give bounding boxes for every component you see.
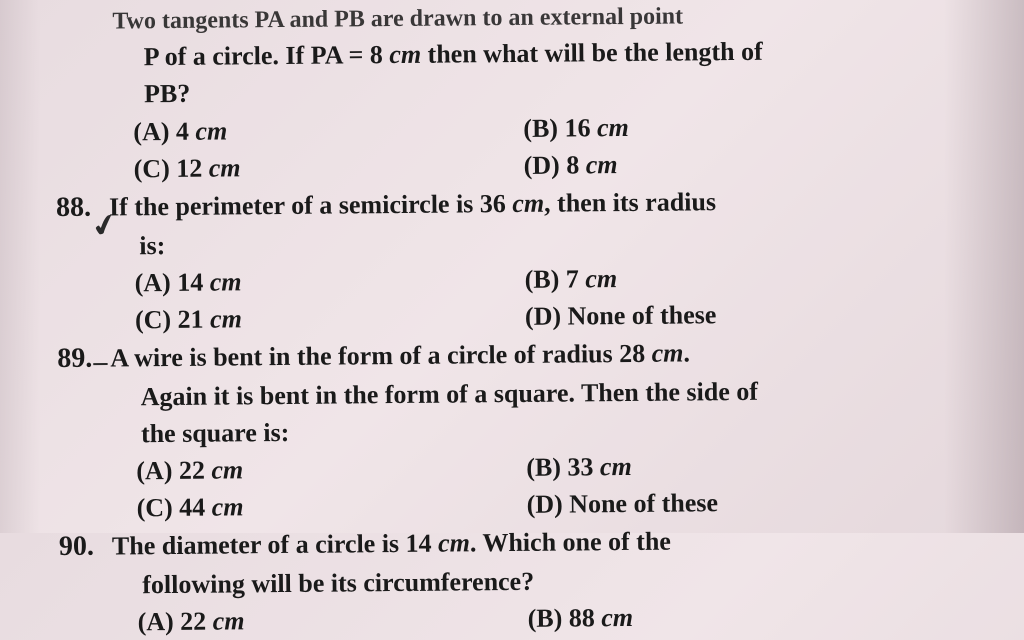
dash-mark-icon: –: [93, 347, 107, 379]
q87-optA-unit: cm: [195, 116, 227, 145]
q90-number: 90.: [42, 528, 112, 566]
q89-optD: (D) None of these: [526, 483, 985, 522]
q88-options-row2: (C) 21 cm (D) None of these: [135, 295, 984, 338]
q90-optB: (B) 88 cm: [527, 597, 986, 636]
q89-options-row2: (C) 44 cm (D) None of these: [136, 483, 985, 526]
q87-line1-unit: cm: [389, 40, 421, 69]
q87-line1-pre: P of a circle. If PA = 8: [144, 40, 390, 71]
q90-line1-pre: The diameter of a circle is 14: [112, 529, 438, 561]
q87-options-row1: (A) 4 cm (B) 16 cm: [133, 106, 982, 149]
q87-optC-label: (C) 12: [134, 153, 209, 183]
q87-optC-unit: cm: [209, 153, 241, 182]
q87-optB: (B) 16 cm: [523, 106, 982, 145]
q88-optC: (C) 21 cm: [135, 299, 525, 337]
q89-options-row1: (A) 22 cm (B) 33 cm: [136, 446, 985, 489]
q87-options-row2: (C) 12 cm (D) 8 cm: [134, 144, 983, 187]
q89-line1-unit: cm: [652, 338, 684, 367]
q89-optB-unit: cm: [600, 452, 632, 481]
q88-optD: (D) None of these: [525, 295, 984, 334]
q90-row: 90. The diameter of a circle is 14 cm. W…: [42, 520, 986, 566]
q89-optC: (C) 44 cm: [136, 487, 526, 525]
q88-line1-post: , then its radius: [544, 187, 716, 217]
q87-optD-label: (D) 8: [524, 150, 586, 180]
q89-line1-pre: A wire is bent in the form of a circle o…: [110, 339, 652, 373]
q89-line1-post: .: [683, 338, 690, 367]
q89-optB: (B) 33 cm: [526, 446, 985, 485]
q88-line1-unit: cm: [512, 188, 544, 217]
q90-optA-label: (A) 22: [138, 607, 213, 637]
q88-optC-unit: cm: [210, 304, 242, 333]
q89-row: 89. A wire is bent in the form of a circ…: [40, 332, 984, 378]
q88-optA-unit: cm: [210, 267, 242, 296]
q87-line1: P of a circle. If PA = 8 cm then what wi…: [144, 32, 982, 74]
q88-options-row1: (A) 14 cm (B) 7 cm: [135, 258, 984, 301]
q88-optB: (B) 7 cm: [525, 258, 984, 297]
q89-optC-unit: cm: [212, 492, 244, 521]
q89-optC-label: (C) 44: [137, 493, 212, 523]
q89-line3: the square is:: [141, 409, 985, 451]
q87-optA-label: (A) 4: [133, 116, 195, 146]
q88-optC-label: (C) 21: [135, 304, 210, 334]
q88-line1: If the perimeter of a semicircle is 36 c…: [109, 182, 983, 225]
q90-options-row1: (A) 22 cm (B) 88 cm: [137, 597, 986, 640]
q87-optC: (C) 12 cm: [134, 148, 524, 186]
q87-optA: (A) 4 cm: [133, 110, 523, 148]
q90-optA: (A) 22 cm: [137, 601, 527, 639]
q88-optA-label: (A) 14: [135, 267, 210, 297]
q90-optA-unit: cm: [213, 606, 245, 635]
q87-optB-unit: cm: [597, 113, 629, 142]
q89-line1: A wire is bent in the form of a circle o…: [110, 333, 984, 376]
q89-optB-label: (B) 33: [526, 452, 600, 482]
q88-optB-unit: cm: [585, 264, 617, 293]
q88-line1-pre: If the perimeter of a semicircle is 36: [109, 189, 513, 222]
q90-line1-post: . Which one of the: [470, 527, 671, 558]
q87-optD: (D) 8 cm: [524, 144, 983, 183]
q87-optB-label: (B) 16: [523, 113, 597, 143]
q88-line2: is:: [139, 220, 983, 262]
page-content: Two tangents PA and PB are drawn to an e…: [37, 0, 987, 640]
q90-line2: following will be its circumference?: [142, 560, 986, 602]
q88-optA: (A) 14 cm: [135, 262, 525, 300]
q89-optA: (A) 22 cm: [136, 450, 526, 488]
page-shadow-left: [0, 0, 40, 533]
q89-line2: Again it is bent in the form of a square…: [141, 372, 985, 414]
q88-row: 88. If the perimeter of a semicircle is …: [39, 181, 983, 227]
q88-optB-label: (B) 7: [525, 264, 586, 294]
q87-line1-post: then what will be the length of: [421, 37, 763, 69]
q90-optB-unit: cm: [601, 603, 633, 632]
q87-optD-unit: cm: [586, 150, 618, 179]
q87-line2: PB?: [144, 69, 982, 111]
q90-optB-label: (B) 88: [527, 603, 601, 633]
q89-optA-unit: cm: [211, 455, 243, 484]
q90-line1: The diameter of a circle is 14 cm. Which…: [112, 521, 986, 564]
q89-optA-label: (A) 22: [136, 455, 211, 485]
partial-top-line: Two tangents PA and PB are drawn to an e…: [112, 0, 981, 38]
